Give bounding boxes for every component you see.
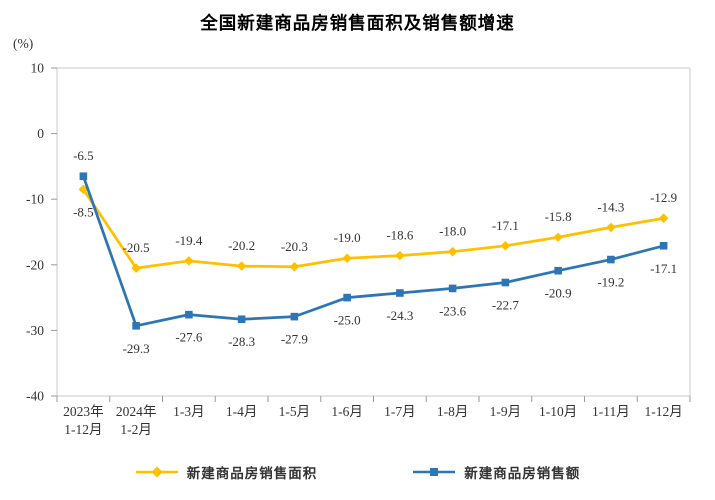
data-point-marker-diamond: [606, 222, 616, 233]
x-axis-label: 1-5月: [279, 404, 311, 419]
y-axis-tick-label: 0: [37, 126, 44, 141]
data-point-marker-square: [554, 266, 562, 275]
data-point-marker-diamond: [447, 246, 458, 257]
data-point-marker-square: [659, 241, 668, 250]
data-point-marker-diamond: [236, 261, 247, 271]
data-label: -27.6: [175, 330, 203, 345]
data-label: -14.3: [597, 199, 624, 214]
legend-line-diamond-icon: [135, 466, 178, 478]
data-label: -20.3: [281, 239, 308, 254]
chart-title: 全国新建商品房销售面积及销售额增速: [200, 13, 515, 33]
data-label: -12.9: [650, 190, 677, 205]
data-label: -20.9: [545, 286, 572, 301]
data-point-marker-square: [132, 322, 140, 330]
x-axis-label: 1-11月: [592, 404, 630, 419]
data-point-marker-diamond: [395, 250, 405, 261]
data-point-marker-diamond: [78, 184, 89, 195]
legend-label-sales-area: 新建商品房销售面积: [186, 466, 318, 481]
series-line-0: [82, 187, 665, 270]
x-axis-label: 1-9月: [490, 404, 522, 419]
y-axis-tick-label: -10: [26, 192, 44, 207]
legend-item-sales-area: 新建商品房销售面积: [135, 462, 318, 482]
data-label: -24.3: [386, 308, 413, 323]
legend-label-sales-amount: 新建商品房销售额: [464, 466, 581, 481]
data-label: -19.4: [175, 233, 203, 248]
x-axis-label: 1-4月: [226, 404, 258, 419]
data-label: -25.0: [334, 313, 361, 328]
data-point-marker-diamond: [500, 240, 511, 251]
data-point-marker-square: [79, 172, 88, 181]
data-point-marker-square: [501, 278, 510, 287]
y-axis-tick-label: -20: [26, 257, 44, 272]
data-label: -17.1: [492, 218, 519, 233]
y-axis-tick-label: -40: [26, 389, 44, 404]
plot-area-border: [56, 67, 691, 397]
data-label: -27.9: [281, 332, 308, 347]
data-label: -18.6: [386, 228, 414, 243]
data-label: -17.1: [650, 261, 677, 276]
x-axis-label: 2023年: [63, 404, 104, 419]
legend-line-square-icon: [413, 468, 456, 476]
x-axis-label: 1-7月: [384, 404, 416, 419]
data-point-marker-diamond: [553, 232, 563, 243]
data-label: -28.3: [228, 334, 255, 349]
x-axis-label: 1-12月: [64, 422, 102, 437]
data-point-marker-diamond: [289, 261, 300, 272]
data-point-marker-square: [343, 293, 351, 302]
data-label: -6.5: [73, 148, 94, 163]
x-axis-label: 1-8月: [437, 404, 469, 419]
data-label: -20.5: [123, 240, 150, 255]
data-point-marker-diamond: [658, 213, 669, 224]
legend: 新建商品房销售面积 新建商品房销售额: [0, 462, 715, 482]
data-point-marker-square: [396, 289, 404, 297]
data-label: -18.0: [439, 224, 466, 239]
data-point-marker-square: [448, 284, 457, 293]
legend-item-sales-amount: 新建商品房销售额: [412, 462, 580, 482]
x-axis-label: 1-2月: [120, 422, 152, 437]
data-point-marker-diamond: [342, 253, 352, 264]
data-label: -15.8: [545, 209, 572, 224]
y-axis-tick-label: -30: [26, 323, 44, 338]
x-axis-label: 1-3月: [173, 404, 205, 419]
x-axis-label: 1-10月: [539, 404, 577, 419]
data-label: -19.2: [597, 275, 624, 290]
data-point-marker-square: [185, 310, 193, 319]
x-axis-label: 2024年: [116, 404, 157, 419]
x-axis-label: 1-12月: [645, 404, 683, 419]
data-point-marker-square: [237, 315, 246, 324]
data-point-marker-diamond: [131, 263, 141, 273]
data-label: -8.5: [73, 204, 94, 219]
data-point-marker-square: [607, 255, 615, 264]
series-line-1: [82, 174, 665, 328]
y-axis-unit-label: (%): [13, 36, 34, 51]
x-axis-label: 1-6月: [331, 404, 363, 419]
data-point-marker-square: [290, 312, 299, 321]
y-axis-tick-label: 10: [31, 61, 45, 76]
data-label: -23.6: [439, 303, 467, 318]
data-label: -20.2: [228, 238, 255, 253]
data-point-marker-diamond: [184, 256, 194, 266]
data-label: -19.0: [334, 230, 361, 245]
data-label: -29.3: [123, 341, 150, 356]
data-label: -22.7: [492, 298, 520, 313]
